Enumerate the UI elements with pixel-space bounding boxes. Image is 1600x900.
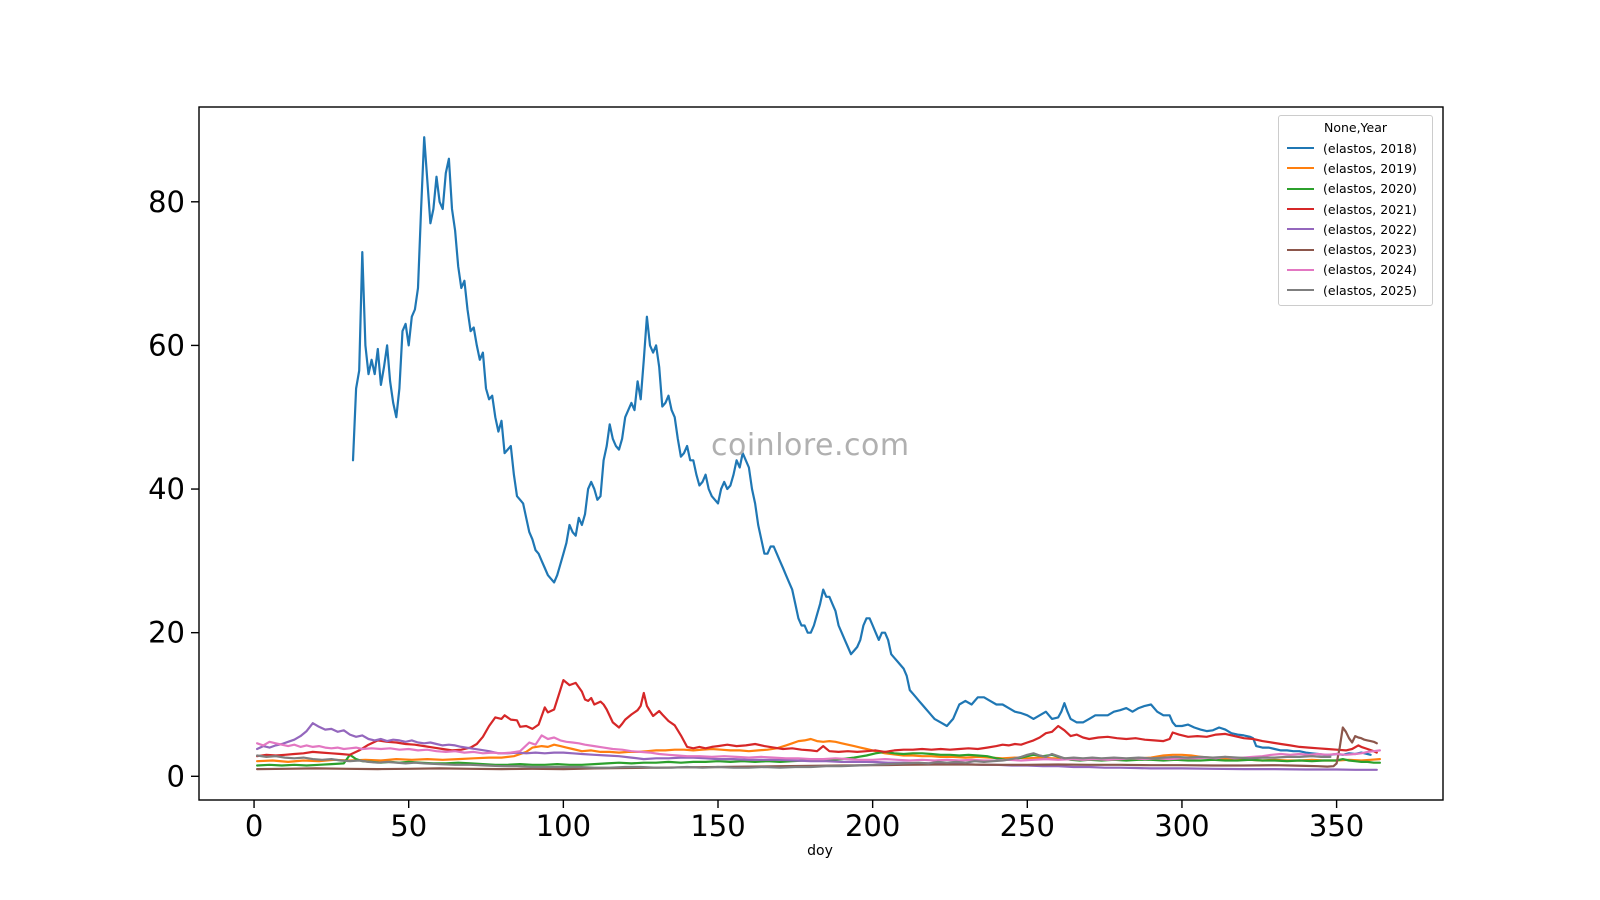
y-tick-label: 40 — [148, 472, 185, 506]
legend-line-swatch — [1287, 268, 1314, 271]
legend-line-swatch — [1287, 289, 1314, 292]
x-tick-label: 150 — [690, 809, 745, 843]
legend: None,Year (elastos, 2018) (elastos, 2019)… — [1278, 115, 1433, 307]
legend-label: (elastos, 2024) — [1323, 262, 1417, 278]
x-tick-label: 100 — [536, 809, 591, 843]
series-line-2018 — [351, 136, 1372, 756]
series-line-2019 — [256, 737, 1382, 764]
x-tick-label: 50 — [390, 809, 427, 843]
x-tick-label: 350 — [1309, 809, 1364, 843]
legend-line-swatch — [1287, 228, 1314, 231]
legend-item-2018: (elastos, 2018) — [1285, 138, 1426, 158]
x-tick-label: 200 — [845, 809, 900, 843]
watermark: coinlore.com — [711, 428, 910, 463]
x-axis-label: doy — [807, 843, 833, 859]
legend-label: (elastos, 2022) — [1323, 221, 1417, 237]
legend-label: (elastos, 2020) — [1323, 181, 1417, 197]
legend-label: (elastos, 2023) — [1323, 242, 1417, 258]
legend-line-swatch — [1287, 167, 1314, 170]
series-line-2022 — [256, 722, 1378, 771]
legend-items: (elastos, 2018) (elastos, 2019) (elastos, … — [1285, 138, 1426, 300]
y-tick-label: 80 — [148, 185, 185, 219]
y-tick-label: 0 — [167, 759, 185, 793]
y-tick-label: 60 — [148, 328, 185, 362]
x-tick-label: 300 — [1154, 809, 1209, 843]
legend-item-2024: (elastos, 2024) — [1285, 260, 1426, 280]
legend-label: (elastos, 2021) — [1323, 201, 1417, 217]
legend-label: (elastos, 2019) — [1323, 160, 1417, 176]
legend-line-swatch — [1287, 147, 1314, 150]
legend-item-2021: (elastos, 2021) — [1285, 199, 1426, 219]
legend-item-2025: (elastos, 2025) — [1285, 280, 1426, 300]
series-line-2025 — [256, 752, 1332, 769]
legend-line-swatch — [1287, 208, 1314, 211]
legend-item-2020: (elastos, 2020) — [1285, 179, 1426, 199]
series-line-2023 — [256, 726, 1378, 771]
legend-line-swatch — [1287, 248, 1314, 251]
axes-box — [198, 106, 1444, 801]
x-tick-label: 250 — [1000, 809, 1055, 843]
legend-item-2022: (elastos, 2022) — [1285, 219, 1426, 239]
legend-line-swatch — [1287, 187, 1314, 190]
series-line-2021 — [256, 678, 1378, 758]
legend-label: (elastos, 2025) — [1323, 282, 1417, 298]
legend-title: None,Year — [1323, 120, 1388, 135]
y-tick-label: 20 — [148, 616, 185, 650]
legend-label: (elastos, 2018) — [1323, 140, 1417, 156]
legend-item-2023: (elastos, 2023) — [1285, 239, 1426, 259]
legend-item-2019: (elastos, 2019) — [1285, 158, 1426, 178]
x-tick-label: 0 — [245, 809, 263, 843]
